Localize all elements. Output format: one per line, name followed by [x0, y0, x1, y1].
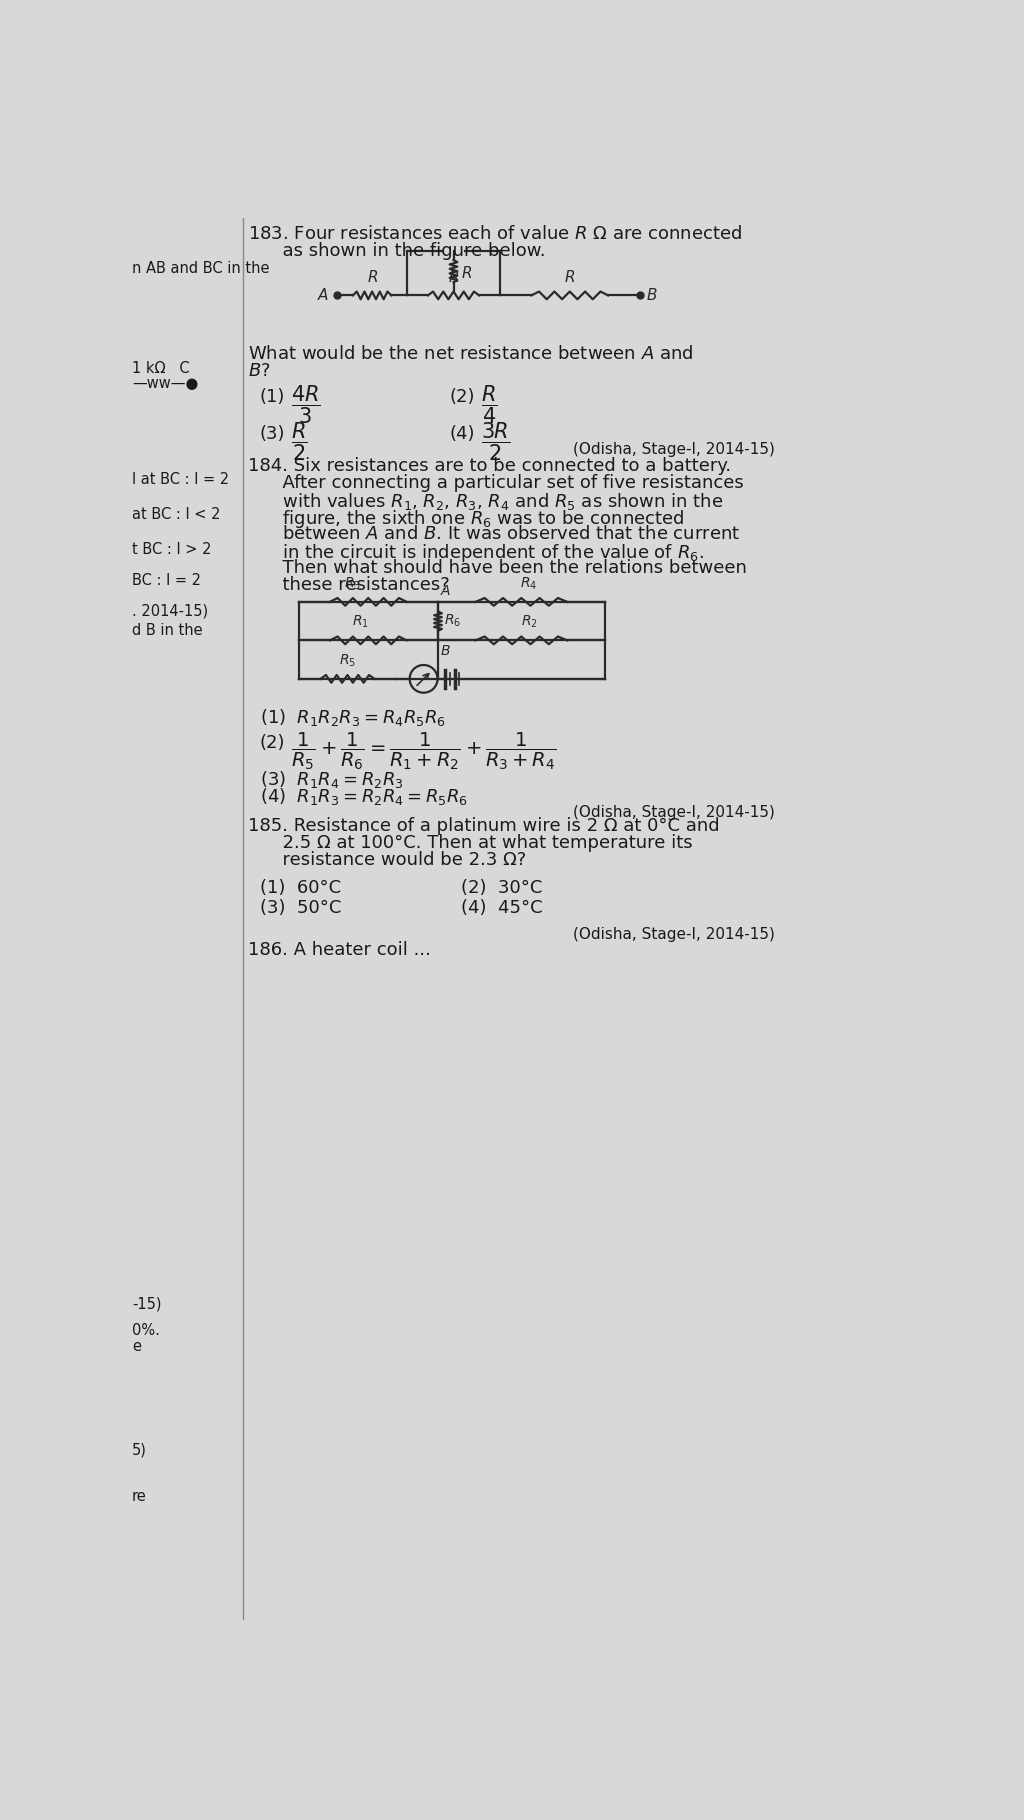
Text: (3)  50°C: (3) 50°C: [260, 899, 341, 917]
Text: (2): (2): [450, 388, 475, 406]
Text: $R_6$: $R_6$: [444, 613, 462, 630]
Text: What would be the net resistance between $A$ and: What would be the net resistance between…: [248, 346, 693, 364]
Text: re: re: [132, 1489, 146, 1503]
Text: (Odisha, Stage-I, 2014-15): (Odisha, Stage-I, 2014-15): [573, 804, 775, 821]
Text: in the circuit is independent of the value of $R_6$.: in the circuit is independent of the val…: [248, 542, 703, 564]
Text: $R_3$: $R_3$: [344, 575, 361, 592]
Text: these resistances?: these resistances?: [248, 575, 450, 593]
Text: $\dfrac{3R}{2}$: $\dfrac{3R}{2}$: [480, 420, 510, 464]
Text: -15): -15): [132, 1296, 162, 1312]
Text: as shown in the figure below.: as shown in the figure below.: [248, 242, 546, 260]
Text: After connecting a particular set of five resistances: After connecting a particular set of fiv…: [248, 473, 743, 491]
Text: l at BC : l = 2: l at BC : l = 2: [132, 473, 229, 488]
Text: 2.5 Ω at 100°C. Then at what temperature its: 2.5 Ω at 100°C. Then at what temperature…: [248, 834, 693, 852]
Text: figure, the sixth one $R_6$ was to be connected: figure, the sixth one $R_6$ was to be co…: [248, 508, 684, 530]
Text: $R_2$: $R_2$: [520, 613, 538, 630]
Text: $\dfrac{4R}{3}$: $\dfrac{4R}{3}$: [291, 384, 321, 426]
Text: d B in the: d B in the: [132, 622, 203, 637]
Text: e: e: [132, 1340, 141, 1354]
Text: Then what should have been the relations between: Then what should have been the relations…: [248, 559, 746, 577]
Text: (2)  30°C: (2) 30°C: [461, 879, 543, 897]
Text: . 2014-15): . 2014-15): [132, 604, 208, 619]
Text: BC : l = 2: BC : l = 2: [132, 573, 201, 588]
Text: (1)  $R_1 R_2 R_3 = R_4 R_5 R_6$: (1) $R_1 R_2 R_3 = R_4 R_5 R_6$: [260, 708, 445, 728]
Text: with values $R_1$, $R_2$, $R_3$, $R_4$ and $R_5$ as shown in the: with values $R_1$, $R_2$, $R_3$, $R_4$ a…: [248, 491, 724, 511]
Text: $\dfrac{R}{2}$: $\dfrac{R}{2}$: [291, 420, 307, 464]
Text: (1)  60°C: (1) 60°C: [260, 879, 341, 897]
Text: $B$?: $B$?: [248, 362, 270, 380]
Text: 186. A heater coil ...: 186. A heater coil ...: [248, 941, 431, 959]
Text: $A$: $A$: [317, 288, 330, 304]
Text: 184. Six resistances are to be connected to a battery.: 184. Six resistances are to be connected…: [248, 457, 731, 475]
Text: $R$: $R$: [564, 269, 575, 284]
Text: (Odisha, Stage-I, 2014-15): (Odisha, Stage-I, 2014-15): [573, 926, 775, 941]
Text: $B$: $B$: [440, 644, 451, 659]
Text: between $A$ and $B$. It was observed that the current: between $A$ and $B$. It was observed tha…: [248, 524, 740, 542]
Text: $R_5$: $R_5$: [339, 652, 356, 670]
Text: $\dfrac{1}{R_5}+\dfrac{1}{R_6}=\dfrac{1}{R_1+R_2}+\dfrac{1}{R_3+R_4}$: $\dfrac{1}{R_5}+\dfrac{1}{R_6}=\dfrac{1}…: [291, 730, 556, 772]
Text: 1 kΩ   C: 1 kΩ C: [132, 360, 189, 377]
Text: 185. Resistance of a platinum wire is 2 Ω at 0°C and: 185. Resistance of a platinum wire is 2 …: [248, 817, 720, 835]
Text: (4): (4): [450, 424, 475, 442]
Text: $R_4$: $R_4$: [520, 575, 538, 592]
Text: $R_1$: $R_1$: [352, 613, 369, 630]
Text: —ww—●: —ww—●: [132, 377, 198, 391]
Text: (1): (1): [260, 388, 285, 406]
Text: $R$: $R$: [367, 269, 378, 284]
Text: $R$: $R$: [447, 269, 459, 284]
Text: resistance would be 2.3 Ω?: resistance would be 2.3 Ω?: [248, 852, 526, 870]
Text: t BC : l > 2: t BC : l > 2: [132, 542, 211, 557]
Text: 0%.: 0%.: [132, 1323, 160, 1338]
Text: $B$: $B$: [646, 288, 657, 304]
Text: (Odisha, Stage-I, 2014-15): (Odisha, Stage-I, 2014-15): [573, 442, 775, 457]
Text: (4)  45°C: (4) 45°C: [461, 899, 543, 917]
Text: $R$: $R$: [461, 266, 472, 280]
Text: (4)  $R_1 R_3 = R_2 R_4 = R_5 R_6$: (4) $R_1 R_3 = R_2 R_4 = R_5 R_6$: [260, 786, 468, 806]
Text: $A$: $A$: [440, 584, 452, 599]
Text: at BC : l < 2: at BC : l < 2: [132, 508, 220, 522]
Text: $\dfrac{R}{4}$: $\dfrac{R}{4}$: [480, 384, 497, 426]
Text: (3)  $R_1 R_4 = R_2 R_3$: (3) $R_1 R_4 = R_2 R_3$: [260, 768, 403, 790]
Text: (3): (3): [260, 424, 286, 442]
Text: 183. Four resistances each of value $R$ Ω are connected: 183. Four resistances each of value $R$ …: [248, 224, 742, 242]
Text: 5): 5): [132, 1443, 146, 1458]
Text: (2): (2): [260, 733, 286, 752]
Text: n AB and BC in the: n AB and BC in the: [132, 260, 269, 277]
